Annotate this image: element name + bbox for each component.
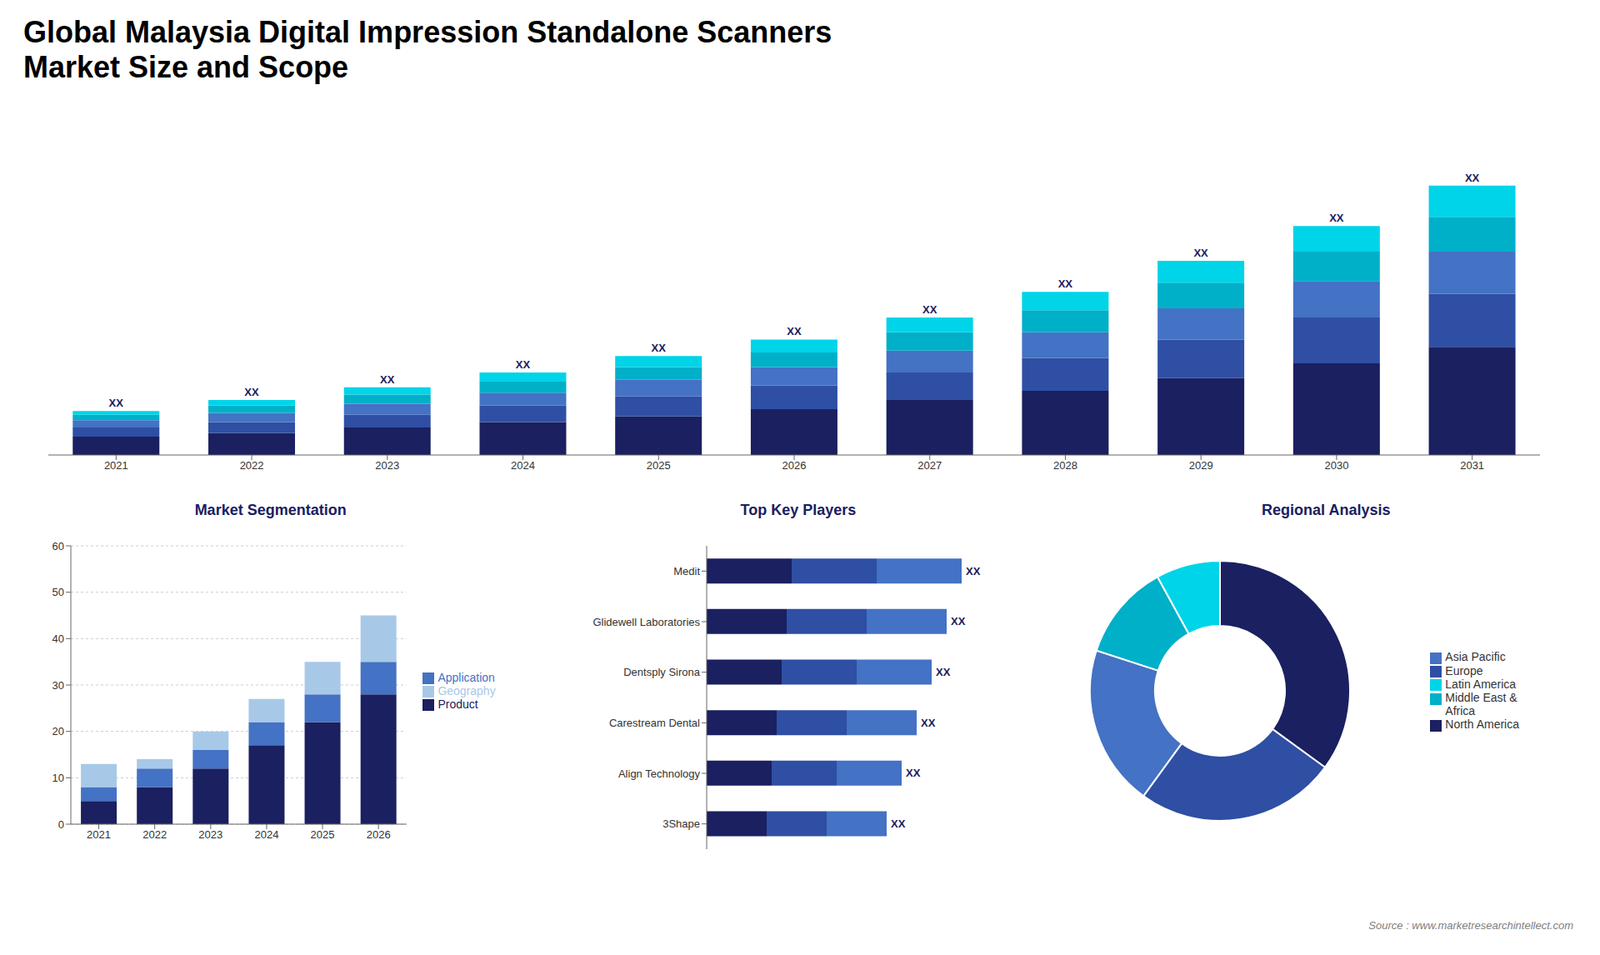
- svg-text:10: 10: [51, 771, 64, 785]
- svg-text:XX: XX: [380, 373, 395, 386]
- svg-text:2029: 2029: [1189, 459, 1214, 472]
- svg-text:30: 30: [51, 679, 64, 692]
- html-text:Europe: Europe: [1445, 663, 1483, 678]
- svg-text:XX: XX: [920, 716, 936, 730]
- html-text:Regional Analysis: Regional Analysis: [1261, 501, 1391, 519]
- svg-text:XX: XX: [1329, 211, 1345, 225]
- svg-text:XX: XX: [651, 341, 667, 355]
- svg-text:2024: 2024: [510, 459, 535, 472]
- svg-text:XX: XX: [109, 396, 125, 410]
- svg-text:XX: XX: [1465, 171, 1480, 185]
- svg-text:2027: 2027: [917, 459, 942, 472]
- svg-text:2026: 2026: [365, 828, 390, 841]
- svg-text:2025: 2025: [310, 828, 335, 841]
- html-text:Latin America: Latin America: [1445, 677, 1516, 691]
- svg-text:Medit: Medit: [673, 565, 700, 578]
- svg-text:XX: XX: [890, 817, 906, 830]
- svg-text:XX: XX: [922, 303, 938, 316]
- html-text:Middle East & Africa: Middle East & Africa: [1445, 691, 1518, 718]
- svg-text:0: 0: [57, 818, 64, 831]
- svg-text:XX: XX: [244, 385, 260, 399]
- svg-text:2023: 2023: [375, 459, 400, 472]
- svg-text:2026: 2026: [782, 459, 807, 472]
- svg-text:2023: 2023: [198, 828, 223, 841]
- svg-text:XX: XX: [1058, 277, 1074, 290]
- html-text:Application: Application: [437, 670, 495, 684]
- svg-text:XX: XX: [515, 358, 531, 371]
- svg-text:2025: 2025: [646, 459, 671, 472]
- svg-text:2031: 2031: [1460, 459, 1485, 472]
- svg-text:60: 60: [51, 540, 64, 553]
- svg-text:2028: 2028: [1053, 459, 1078, 472]
- svg-text:XX: XX: [1193, 246, 1209, 260]
- svg-text:XX: XX: [965, 565, 981, 578]
- svg-text:2030: 2030: [1324, 459, 1349, 472]
- svg-text:50: 50: [51, 585, 64, 599]
- svg-text:XX: XX: [935, 665, 951, 679]
- svg-text:Carestream Dental: Carestream Dental: [609, 716, 700, 730]
- svg-text:2022: 2022: [142, 828, 167, 841]
- html-text:Asia Pacific: Asia Pacific: [1445, 650, 1506, 664]
- html-text:Product: Product: [437, 697, 478, 711]
- svg-text:2024: 2024: [254, 828, 279, 841]
- svg-text:XX: XX: [950, 615, 966, 628]
- html-text:North America: North America: [1445, 717, 1520, 732]
- html-text:Geography: Geography: [437, 684, 496, 698]
- html-text:Source : www.marketresearchint: Source : www.marketresearchintellect.com: [1368, 919, 1574, 932]
- svg-text:40: 40: [51, 632, 64, 645]
- svg-text:2021: 2021: [86, 828, 111, 841]
- svg-text:XX: XX: [786, 325, 802, 338]
- svg-text:2021: 2021: [104, 459, 129, 472]
- html-text:Top Key Players: Top Key Players: [740, 501, 857, 519]
- svg-text:20: 20: [51, 725, 64, 738]
- svg-text:Dentsply Sirona: Dentsply Sirona: [623, 665, 701, 679]
- svg-text:XX: XX: [905, 766, 921, 780]
- svg-text:Align Technology: Align Technology: [618, 767, 701, 780]
- html-text:Market Segmentation: Market Segmentation: [194, 501, 347, 519]
- svg-text:2022: 2022: [240, 459, 265, 472]
- svg-text:Glidewell Laboratories: Glidewell Laboratories: [592, 615, 700, 629]
- svg-text:3Shape: 3Shape: [662, 817, 700, 830]
- html-text:Global Malaysia Digital Impres: Global Malaysia Digital Impression Stand…: [23, 15, 832, 85]
